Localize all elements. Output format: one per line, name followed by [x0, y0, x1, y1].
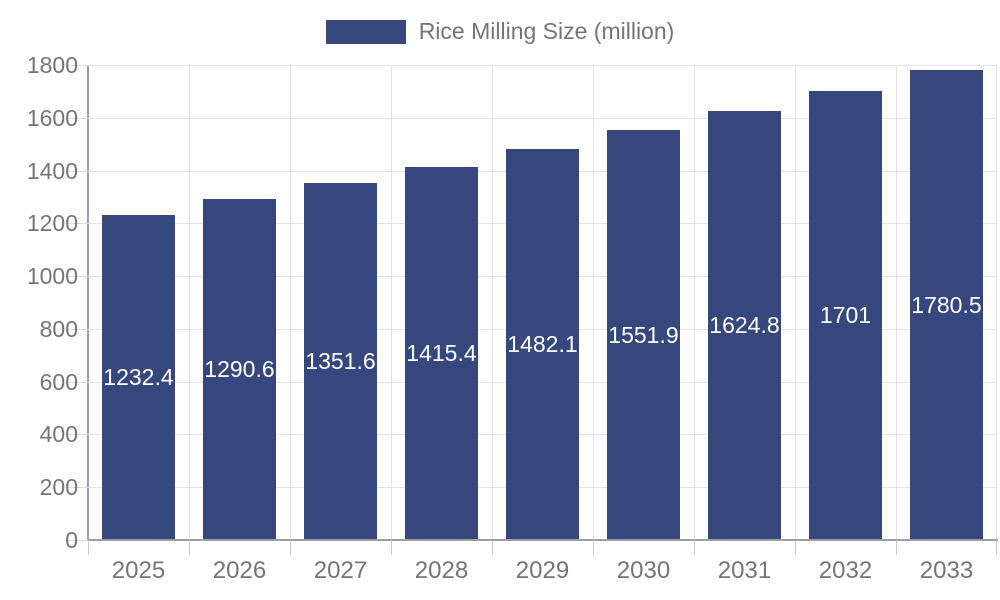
bar-2031[interactable]: 1624.8: [708, 111, 781, 540]
bar-value-label: 1701: [819, 302, 872, 329]
x-axis-label: 2028: [414, 557, 469, 584]
y-axis-tick: [67, 328, 88, 330]
x-axis-label: 2033: [919, 557, 974, 584]
gridline-vertical: [189, 65, 190, 540]
x-axis-tick: [896, 540, 897, 555]
y-axis-label: 800: [39, 315, 78, 342]
y-axis-label: 200: [39, 474, 78, 501]
bar-2027[interactable]: 1351.6: [304, 183, 377, 540]
y-axis-tick: [67, 170, 88, 172]
gridline-vertical: [996, 65, 997, 540]
bar-value-label: 1551.9: [608, 321, 679, 348]
gridline-horizontal: [88, 65, 997, 66]
bar-2033[interactable]: 1780.5: [910, 70, 983, 540]
legend-item[interactable]: Rice Milling Size (million): [0, 18, 1000, 45]
x-axis-label: 2030: [616, 557, 671, 584]
x-axis-label: 2032: [818, 557, 873, 584]
bar-value-label: 1780.5: [911, 291, 982, 318]
y-axis-tick: [67, 276, 88, 278]
gridline-vertical: [694, 65, 695, 540]
x-axis-label: 2026: [212, 557, 267, 584]
y-axis-label: 400: [39, 421, 78, 448]
y-axis-label: 1600: [26, 104, 78, 131]
x-axis-tick: [189, 540, 190, 555]
bar-2025[interactable]: 1232.4: [102, 214, 175, 540]
y-axis-tick: [67, 540, 88, 541]
y-axis-tick: [67, 223, 88, 225]
gridline-vertical: [593, 65, 594, 540]
bar-value-label: 1624.8: [709, 312, 780, 339]
y-axis-tick: [67, 487, 88, 489]
bar-value-label: 1482.1: [507, 330, 578, 357]
x-axis-tick: [492, 540, 493, 555]
bar-2032[interactable]: 1701: [809, 91, 882, 540]
gridline-vertical: [896, 65, 897, 540]
x-axis-tick: [996, 540, 997, 555]
legend-swatch: [325, 19, 406, 44]
y-axis-tick: [67, 65, 88, 66]
gridline-vertical: [290, 65, 291, 540]
y-axis-tick: [67, 117, 88, 119]
bar-value-label: 1351.6: [305, 348, 376, 375]
bar-value-label: 1232.4: [103, 363, 174, 390]
y-axis-line: [87, 65, 89, 541]
x-axis-tick: [593, 540, 594, 555]
y-axis-label: 1400: [26, 157, 78, 184]
y-axis-tick: [67, 381, 88, 383]
y-axis-label: 600: [39, 368, 78, 395]
bar-2028[interactable]: 1415.4: [405, 166, 478, 540]
x-axis-label: 2031: [717, 557, 772, 584]
y-axis-label: 1200: [26, 210, 78, 237]
bar-2030[interactable]: 1551.9: [607, 130, 680, 540]
x-axis-tick: [391, 540, 392, 555]
gridline-horizontal: [88, 117, 997, 119]
gridline-vertical: [391, 65, 392, 540]
bar-value-label: 1290.6: [204, 356, 275, 383]
x-axis-tick: [88, 540, 89, 555]
legend-label: Rice Milling Size (million): [418, 18, 675, 44]
x-axis-tick: [694, 540, 695, 555]
y-axis-label: 1000: [26, 263, 78, 290]
x-axis-line: [87, 539, 998, 541]
x-axis-label: 2029: [515, 557, 570, 584]
gridline-vertical: [492, 65, 493, 540]
x-axis-label: 2027: [313, 557, 368, 584]
bar-value-label: 1415.4: [406, 339, 477, 366]
bar-2026[interactable]: 1290.6: [203, 199, 276, 540]
y-axis-label: 0: [65, 527, 78, 553]
x-axis-tick: [290, 540, 291, 555]
x-axis-label: 2025: [111, 557, 166, 584]
y-axis-label: 1800: [26, 52, 78, 78]
y-axis-tick: [67, 434, 88, 436]
x-axis-tick: [795, 540, 796, 555]
plot-area: 1232.4 1290.6 1351.6 1415.4 1482.1 1551.9 1624…: [88, 65, 997, 540]
gridline-vertical: [795, 65, 796, 540]
bar-2029[interactable]: 1482.1: [506, 148, 579, 540]
